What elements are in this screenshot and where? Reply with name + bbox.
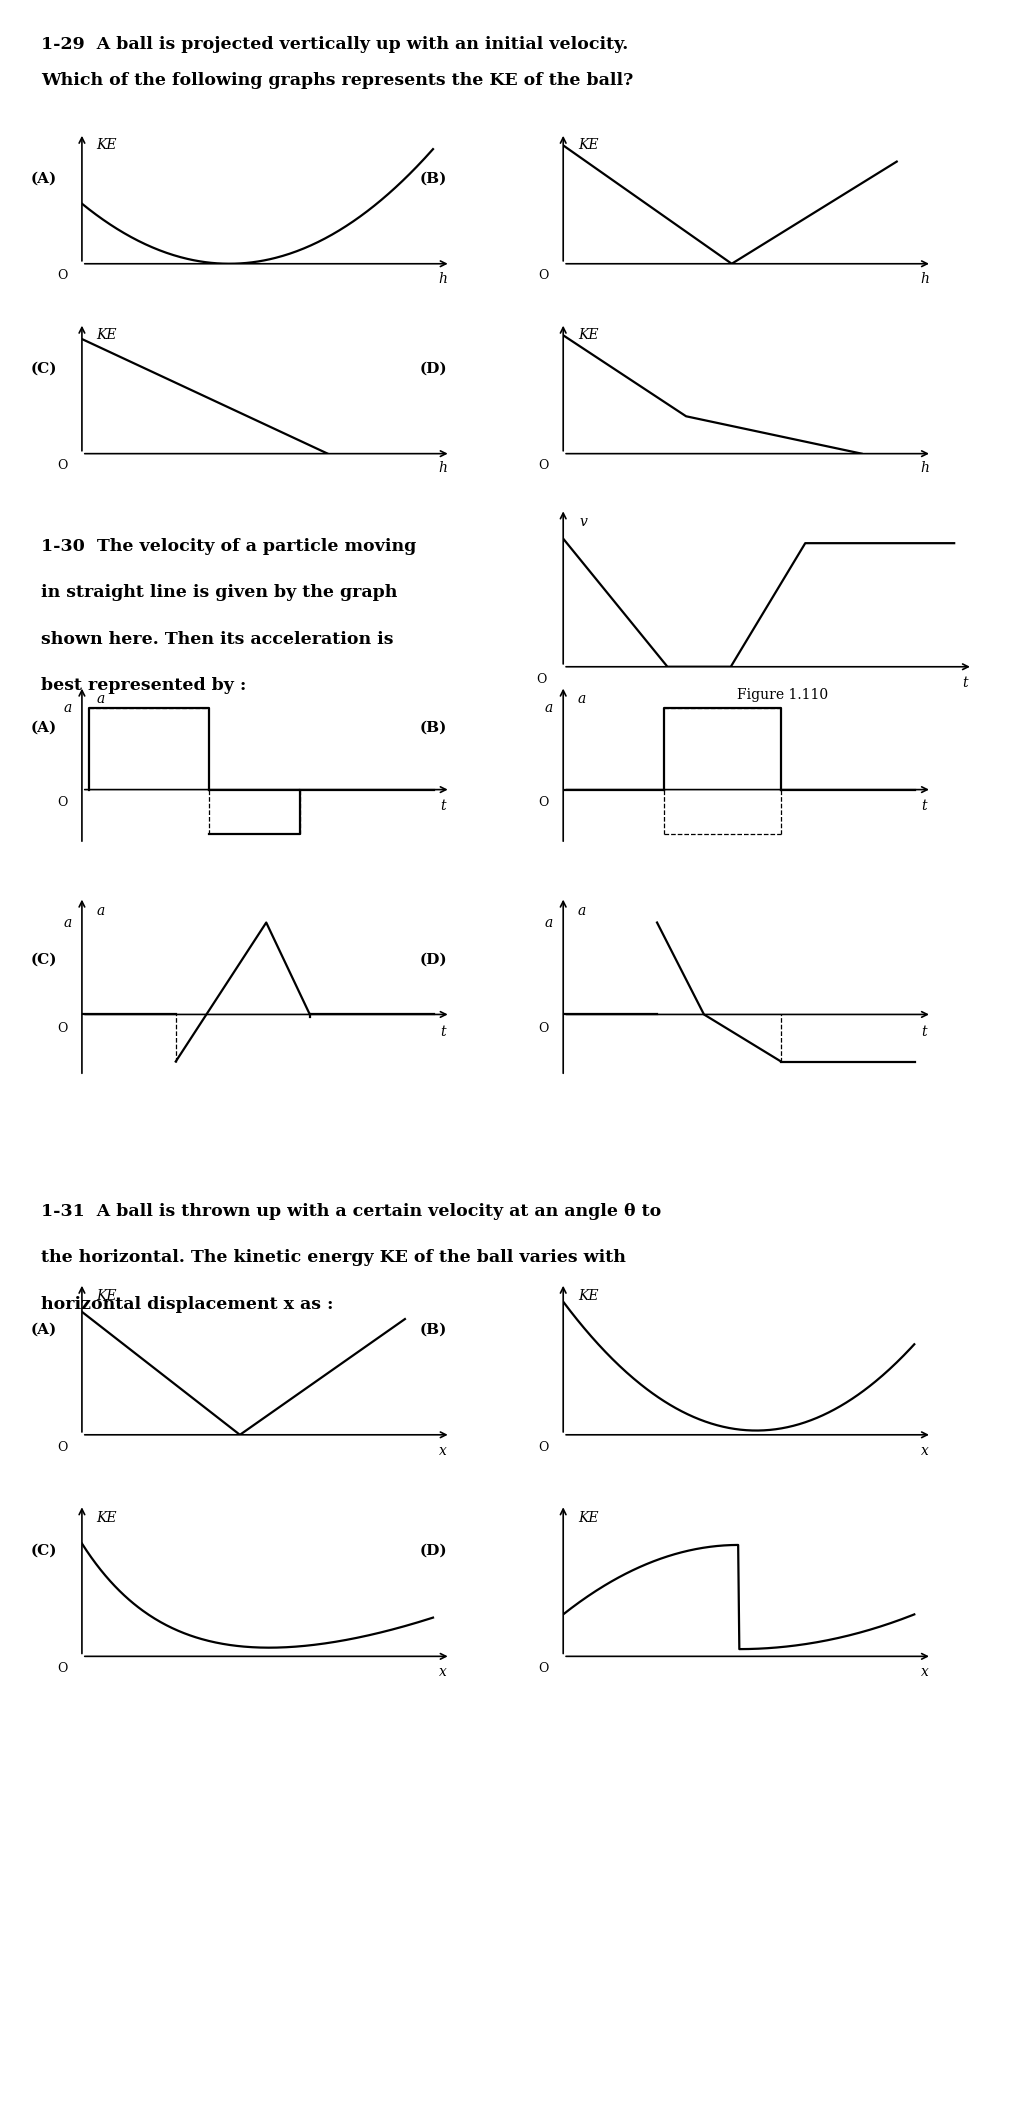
Text: O: O [56,458,68,473]
Text: x: x [439,1443,447,1458]
Text: (B): (B) [420,1323,447,1336]
Text: O: O [538,268,549,283]
Text: (A): (A) [31,722,57,734]
Text: KE: KE [578,327,598,342]
Text: t: t [962,675,968,690]
Text: t: t [922,1025,928,1040]
Text: O: O [56,268,68,283]
Text: the horizontal. The kinetic energy KE of the ball varies with: the horizontal. The kinetic energy KE of… [41,1249,626,1266]
Text: a: a [63,916,72,931]
Text: (A): (A) [31,171,57,186]
Text: (C): (C) [31,1545,57,1557]
Text: (C): (C) [31,954,57,966]
Text: best represented by :: best represented by : [41,677,247,694]
Text: KE: KE [96,137,117,152]
Text: (B): (B) [420,722,447,734]
Text: h: h [920,272,929,285]
Text: a: a [96,692,104,707]
Text: v: v [580,515,588,530]
Text: O: O [538,795,549,808]
Text: a: a [578,903,586,918]
Text: KE: KE [96,1289,117,1304]
Text: x: x [921,1665,929,1680]
Text: KE: KE [578,1511,598,1526]
Text: KE: KE [96,327,117,342]
Text: O: O [56,1663,68,1675]
Text: 1-30  The velocity of a particle moving: 1-30 The velocity of a particle moving [41,538,416,555]
Text: (D): (D) [420,954,447,966]
Text: KE: KE [96,1511,117,1526]
Text: (D): (D) [420,1545,447,1557]
Text: a: a [545,701,553,715]
Text: O: O [56,795,68,808]
Text: (B): (B) [420,171,447,186]
Text: x: x [439,1665,447,1680]
Text: t: t [922,800,928,812]
Text: Which of the following graphs represents the KE of the ball?: Which of the following graphs represents… [41,72,633,89]
Text: in straight line is given by the graph: in straight line is given by the graph [41,584,397,601]
Text: O: O [538,1663,549,1675]
Text: O: O [56,1441,68,1454]
Text: horizontal displacement x as :: horizontal displacement x as : [41,1296,334,1312]
Text: 1-31  A ball is thrown up with a certain velocity at an angle θ to: 1-31 A ball is thrown up with a certain … [41,1203,662,1220]
Text: a: a [545,916,553,931]
Text: h: h [438,462,447,475]
Text: 1-29  A ball is projected vertically up with an initial velocity.: 1-29 A ball is projected vertically up w… [41,36,628,53]
Text: t: t [440,1025,446,1040]
Text: h: h [920,462,929,475]
Text: (A): (A) [31,1323,57,1336]
Text: O: O [56,1021,68,1034]
Text: O: O [538,1441,549,1454]
Text: O: O [538,1021,549,1034]
Text: shown here. Then its acceleration is: shown here. Then its acceleration is [41,631,393,648]
Text: a: a [63,701,72,715]
Text: (D): (D) [420,361,447,376]
Text: a: a [96,903,104,918]
Text: O: O [538,458,549,473]
Text: x: x [921,1443,929,1458]
Text: (C): (C) [31,361,57,376]
Text: O: O [537,673,547,686]
Text: KE: KE [578,137,598,152]
Text: KE: KE [578,1289,598,1304]
Text: h: h [438,272,447,285]
Text: t: t [440,800,446,812]
Text: Figure 1.110: Figure 1.110 [737,688,828,703]
Text: a: a [578,692,586,707]
